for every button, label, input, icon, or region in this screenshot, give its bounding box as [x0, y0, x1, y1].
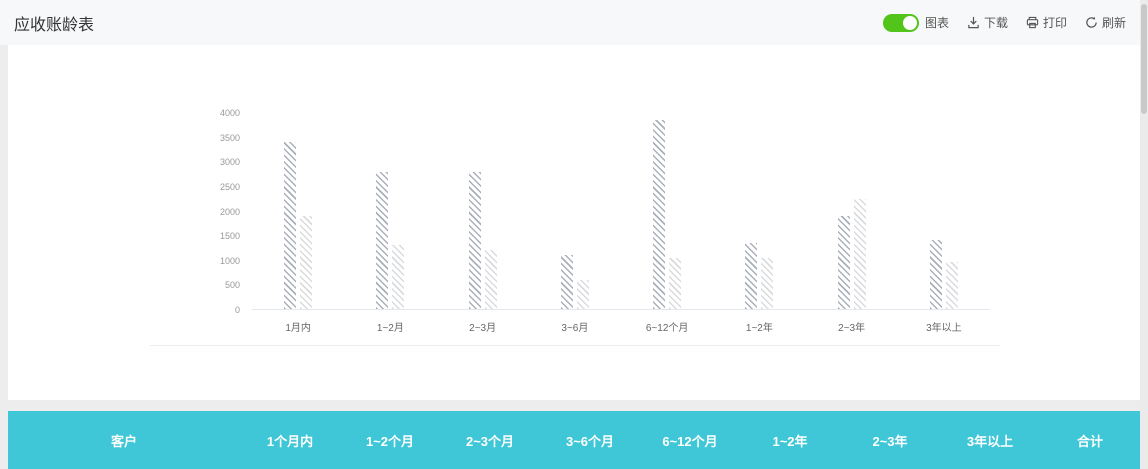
chart-toggle-wrap: 图表 — [882, 13, 949, 32]
header-actions: 图表 下载 打印 刷新 — [882, 13, 1126, 32]
bar-series-2[interactable] — [576, 279, 589, 309]
bar-group — [713, 113, 805, 309]
x-axis-label: 1~2月 — [376, 323, 404, 334]
bar-series-1[interactable] — [560, 255, 573, 309]
chart-divider — [150, 345, 1000, 346]
bar-series-1[interactable] — [745, 242, 758, 309]
x-axis-label: 1~2年 — [745, 323, 773, 334]
y-axis-tick-label: 0 — [234, 305, 240, 315]
y-axis-tick-label: 500 — [224, 280, 240, 291]
toggle-knob — [902, 15, 917, 30]
bar-group — [344, 113, 436, 309]
bar-series-2[interactable] — [300, 215, 313, 309]
y-axis-tick-label: 3000 — [219, 157, 240, 168]
bar-group — [529, 113, 621, 309]
table-header-cell: 6~12个月 — [662, 433, 718, 449]
table-header-cell: 3~6个月 — [565, 433, 615, 449]
bar-series-2[interactable] — [853, 198, 866, 309]
y-axis: 0 500 1000 1500 2000 2500 3000 3500 4000 — [188, 108, 248, 315]
x-axis-label: 3年以上 — [926, 323, 962, 334]
table-header-cell: 2~3年 — [872, 433, 908, 449]
bar-series-1[interactable] — [929, 240, 942, 309]
refresh-icon — [1085, 16, 1098, 29]
table-header-cell: 3年以上 — [966, 433, 1014, 449]
page-title: 应收账龄表 — [14, 16, 95, 34]
bar-series-2[interactable] — [484, 250, 497, 309]
scrollbar-thumb[interactable] — [1141, 4, 1147, 114]
bar-series-1[interactable] — [653, 120, 666, 309]
y-axis-tick-label: 2000 — [219, 206, 240, 217]
printer-icon — [1026, 16, 1039, 29]
y-axis-tick-label: 2500 — [219, 181, 240, 192]
refresh-button[interactable]: 刷新 — [1085, 14, 1126, 31]
table-header-cell: 合计 — [1076, 433, 1103, 449]
bar-group — [252, 113, 344, 309]
table-header-cell: 1个月内 — [266, 433, 314, 449]
bar-series-2[interactable] — [945, 262, 958, 309]
x-axis: 1月内 1~2月 2~3月 3~6月 6~12个月 1~2年 2~3年 3年以上 — [252, 311, 990, 334]
y-axis-tick-label: 1500 — [219, 231, 240, 242]
table-header-cell: 1~2年 — [772, 433, 808, 449]
bar-series-2[interactable] — [669, 257, 682, 309]
table-header-cell: 1~2个月 — [365, 433, 415, 449]
bar-group — [437, 113, 529, 309]
bar-group — [621, 113, 713, 309]
download-icon — [967, 16, 980, 29]
plot-area — [252, 113, 990, 310]
bar-group — [898, 113, 990, 309]
chart-toggle-label: 图表 — [924, 16, 949, 30]
x-axis-label: 6~12个月 — [645, 323, 689, 334]
scrollbar[interactable] — [1140, 0, 1148, 469]
y-axis-tick-label: 3500 — [219, 132, 240, 143]
bar-series-2[interactable] — [392, 245, 405, 309]
x-axis-label: 3~6月 — [561, 323, 589, 334]
download-button[interactable]: 下载 — [967, 14, 1008, 31]
y-axis-tick-label: 1000 — [219, 255, 240, 266]
print-button[interactable]: 打印 — [1026, 14, 1067, 31]
chart-toggle[interactable] — [882, 13, 919, 32]
x-axis-label: 2~3月 — [469, 323, 497, 334]
chart-panel: 0 500 1000 1500 2000 2500 3000 3500 4000 1月内 1~2月… — [8, 45, 1140, 400]
table-header-cell: 2~3个月 — [465, 433, 515, 449]
bar-series-2[interactable] — [761, 257, 774, 309]
bar-series-1[interactable] — [376, 171, 389, 309]
page-header: 应收账龄表 图表 下载 打印 — [0, 0, 1140, 45]
y-axis-tick-label: 4000 — [219, 108, 240, 118]
bar-series-1[interactable] — [837, 215, 850, 309]
x-axis-label: 2~3年 — [838, 323, 866, 334]
bar-series-1[interactable] — [284, 142, 297, 309]
bar-series-1[interactable] — [468, 171, 481, 309]
bar-group — [806, 113, 898, 309]
table-header-cell: 客户 — [110, 433, 137, 449]
table-header-row: 客户 1个月内 1~2个月 2~3个月 3~6个月 6~12个月 1~2年 2~3年 3年以上 合… — [8, 411, 1140, 469]
x-axis-label: 1月内 — [285, 323, 311, 334]
